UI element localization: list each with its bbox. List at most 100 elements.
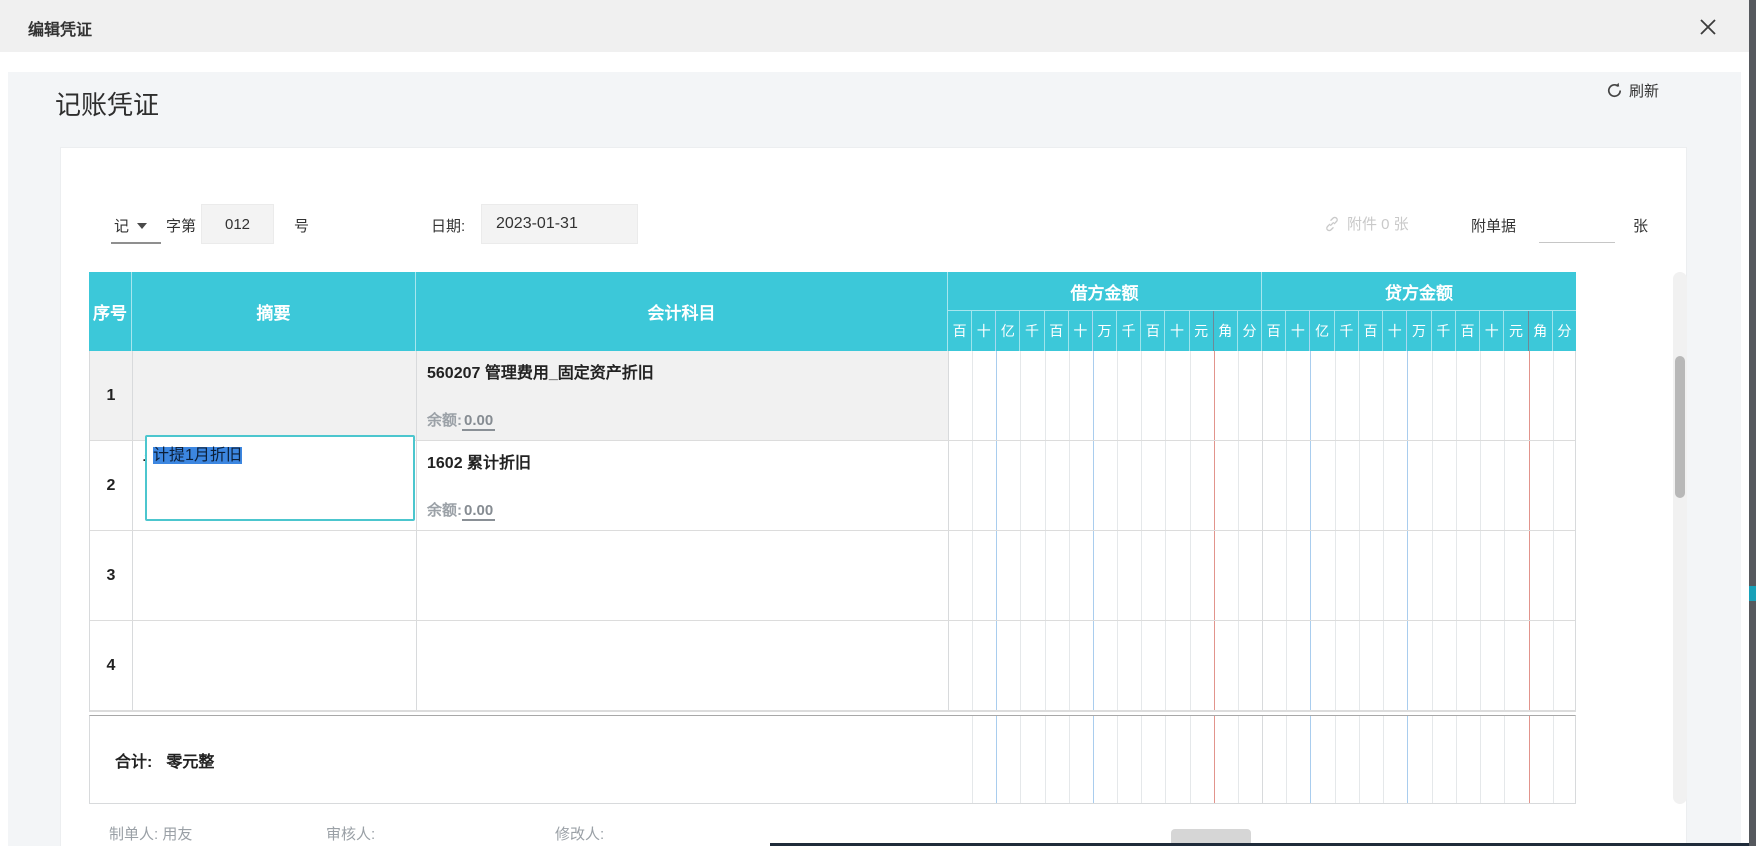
amount-digit-cell[interactable] [1554,351,1577,440]
amount-digit-cell[interactable] [1433,441,1457,530]
amount-digit-cell[interactable] [1191,621,1215,710]
amount-digit-cell[interactable] [1021,441,1046,530]
amount-digit-cell[interactable] [1554,621,1577,710]
credit-amount-cells[interactable] [1263,351,1577,440]
amount-digit-cell[interactable] [1336,531,1360,620]
amount-digit-cell[interactable] [1070,351,1094,440]
amount-digit-cell[interactable] [1336,621,1360,710]
amount-digit-cell[interactable] [949,351,974,440]
summary-cell[interactable] [133,531,417,620]
amount-digit-cell[interactable] [1287,531,1312,620]
credit-amount-cells[interactable] [1263,531,1577,620]
amount-digit-cell[interactable] [1215,441,1239,530]
amount-digit-cell[interactable] [1530,621,1554,710]
amount-digit-cell[interactable] [1287,441,1312,530]
amount-digit-cell[interactable] [1530,716,1554,803]
amount-digit-cell[interactable] [997,441,1022,530]
amount-digit-cell[interactable] [949,441,974,530]
vertical-scrollbar[interactable] [1673,272,1687,804]
amount-digit-cell[interactable] [1408,351,1433,440]
amount-digit-cell[interactable] [1142,351,1167,440]
amount-digit-cell[interactable] [1360,441,1385,530]
debit-amount-cells[interactable] [949,621,1264,710]
amount-digit-cell[interactable] [973,351,998,440]
amount-digit-cell[interactable] [1094,621,1119,710]
amount-digit-cell[interactable] [1046,351,1070,440]
amount-digit-cell[interactable] [1384,716,1409,803]
amount-digit-cell[interactable] [973,716,998,803]
credit-amount-cells[interactable] [1263,441,1577,530]
amount-digit-cell[interactable] [1070,531,1094,620]
amount-digit-cell[interactable] [1263,441,1288,530]
amount-digit-cell[interactable] [1287,716,1312,803]
amount-digit-cell[interactable] [1311,441,1336,530]
amount-digit-cell[interactable] [1263,531,1288,620]
balance-value-link[interactable]: 0.00 [462,502,496,521]
amount-digit-cell[interactable] [1166,441,1191,530]
amount-digit-cell[interactable] [1070,621,1094,710]
amount-digit-cell[interactable] [1263,621,1288,710]
account-cell[interactable]: 560207 管理费用_固定资产折旧 余额: 0.00 [417,351,949,440]
amount-digit-cell[interactable] [1360,716,1385,803]
amount-digit-cell[interactable] [1336,716,1360,803]
amount-digit-cell[interactable] [1021,531,1046,620]
close-icon[interactable] [1694,13,1722,41]
amount-digit-cell[interactable] [1118,716,1143,803]
amount-digit-cell[interactable] [1021,716,1046,803]
amount-digit-cell[interactable] [949,621,974,710]
amount-digit-cell[interactable] [1046,531,1070,620]
amount-digit-cell[interactable] [1239,441,1264,530]
amount-digit-cell[interactable] [1481,531,1506,620]
amount-digit-cell[interactable] [1554,716,1577,803]
amount-digit-cell[interactable] [1287,621,1312,710]
amount-digit-cell[interactable] [1094,351,1119,440]
amount-digit-cell[interactable] [1481,441,1506,530]
amount-digit-cell[interactable] [1094,531,1119,620]
amount-digit-cell[interactable] [997,531,1022,620]
amount-digit-cell[interactable] [1457,531,1482,620]
amount-digit-cell[interactable] [1530,441,1554,530]
amount-digit-cell[interactable] [1166,351,1191,440]
amount-digit-cell[interactable] [1384,351,1409,440]
amount-digit-cell[interactable] [1408,441,1433,530]
amount-digit-cell[interactable] [1021,621,1046,710]
debit-amount-cells[interactable] [949,531,1264,620]
amount-digit-cell[interactable] [1215,531,1239,620]
amount-digit-cell[interactable] [1021,351,1046,440]
voucher-word-select[interactable]: 记 [114,215,148,236]
amount-digit-cell[interactable] [1118,351,1143,440]
amount-digit-cell[interactable] [1433,716,1457,803]
amount-digit-cell[interactable] [1505,716,1530,803]
amount-digit-cell[interactable] [1457,441,1482,530]
amount-digit-cell[interactable] [1530,351,1554,440]
amount-digit-cell[interactable] [973,621,998,710]
amount-digit-cell[interactable] [973,531,998,620]
amount-digit-cell[interactable] [997,351,1022,440]
amount-digit-cell[interactable] [1094,716,1119,803]
summary-cell[interactable] [133,621,417,710]
amount-digit-cell[interactable] [1481,351,1506,440]
amount-digit-cell[interactable] [1263,716,1288,803]
amount-digit-cell[interactable] [1311,351,1336,440]
amount-digit-cell[interactable] [1360,351,1385,440]
amount-digit-cell[interactable] [1215,716,1239,803]
amount-digit-cell[interactable] [997,716,1022,803]
summary-cell[interactable] [133,351,417,440]
debit-amount-cells[interactable] [949,441,1264,530]
amount-digit-cell[interactable] [1191,716,1215,803]
amount-digit-cell[interactable] [1239,351,1264,440]
amount-digit-cell[interactable] [1481,716,1506,803]
amount-digit-cell[interactable] [1239,531,1264,620]
amount-digit-cell[interactable] [1142,621,1167,710]
amount-digit-cell[interactable] [1142,441,1167,530]
amount-digit-cell[interactable] [1336,351,1360,440]
amount-digit-cell[interactable] [1311,531,1336,620]
amount-digit-cell[interactable] [1360,531,1385,620]
amount-digit-cell[interactable] [1384,441,1409,530]
amount-digit-cell[interactable] [1505,351,1530,440]
account-cell[interactable] [417,531,949,620]
amount-digit-cell[interactable] [973,441,998,530]
account-cell[interactable] [417,621,949,710]
amount-digit-cell[interactable] [1408,531,1433,620]
amount-digit-cell[interactable] [1554,531,1577,620]
